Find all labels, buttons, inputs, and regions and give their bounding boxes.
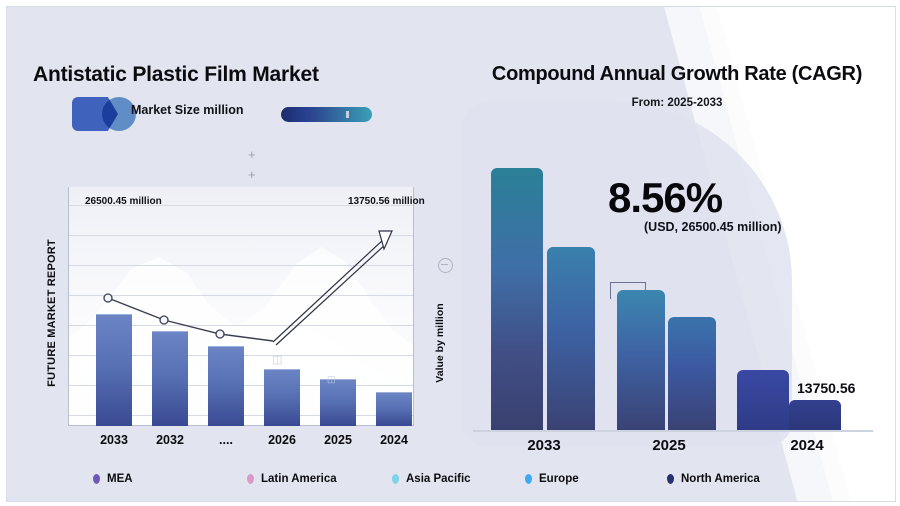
logo-circle-shape — [102, 97, 136, 131]
legend-item-asia-pacific[interactable]: Asia Pacific — [392, 473, 471, 485]
bar-2026 — [264, 369, 300, 426]
legend-pill-secondary — [308, 107, 372, 122]
left-panel-title: Antistatic Plastic Film Market — [33, 63, 319, 86]
plus-icon-2: + — [248, 167, 256, 182]
left-chart-value-label-end: 13750.56 million — [348, 196, 425, 207]
circle-minus-icon — [438, 258, 453, 273]
legend-marker-icon — [247, 474, 254, 484]
legend-item-europe[interactable]: Europe — [525, 473, 579, 485]
right-chart-data-label: 13750.56 — [797, 380, 856, 396]
x-tick-2025: 2025 — [324, 433, 352, 447]
cagr-note: (USD, 26500.45 million) — [644, 220, 782, 234]
x-tick-2024: 2024 — [380, 433, 408, 447]
right-bar-2025-primary — [617, 290, 665, 430]
right-bar-2025-secondary — [668, 317, 716, 430]
left-chart-value-label-start: 26500.45 million — [85, 196, 162, 207]
legend-item-mea[interactable]: MEA — [93, 473, 133, 485]
legend-label: Latin America — [261, 473, 337, 485]
bar-2024 — [376, 392, 412, 426]
gridline — [69, 325, 413, 326]
legend-marker-icon — [392, 474, 399, 484]
y-axis-label-right: Value by million — [434, 303, 446, 383]
cagr-value: 8.56% — [608, 174, 723, 221]
legend-label: Asia Pacific — [406, 473, 471, 485]
legend-marker-icon — [93, 474, 100, 484]
bar-dots — [208, 346, 244, 426]
right-chart-baseline — [473, 430, 873, 432]
legend-marker-icon — [667, 474, 674, 484]
legend-label: North America — [681, 473, 760, 485]
right-x-tick-2033: 2033 — [527, 437, 561, 454]
market-size-legend-label: Market Size million — [131, 103, 244, 117]
right-bar-2033-secondary — [547, 247, 595, 430]
plus-icon-1: + — [248, 147, 256, 162]
right-panel-subtitle: From: 2025-2033 — [631, 97, 723, 109]
right-bar-2024-primary — [737, 370, 789, 430]
legend-label: Europe — [539, 473, 579, 485]
bar-2033 — [96, 314, 132, 426]
legend-pill-separator — [346, 111, 349, 118]
right-panel-title: Compound Annual Growth Rate (CAGR) — [491, 63, 863, 85]
gridline — [69, 265, 413, 266]
gridline — [69, 205, 413, 206]
right-bar-2024-secondary — [789, 400, 841, 430]
legend-item-latin-america[interactable]: Latin America — [247, 473, 337, 485]
legend-marker-icon — [525, 474, 532, 484]
watermark-icon-1: ◫ — [272, 354, 283, 366]
x-tick-2026: 2026 — [268, 433, 296, 447]
gridline — [69, 235, 413, 236]
right-x-tick-2025: 2025 — [652, 437, 686, 454]
x-tick-dots: .... — [219, 433, 233, 447]
bar-2025 — [320, 379, 356, 426]
legend-label: MEA — [107, 473, 133, 485]
y-axis-label-left: FUTURE MARKET REPORT — [46, 239, 58, 387]
right-bar-2033-primary — [491, 168, 543, 430]
right-x-tick-2024: 2024 — [790, 437, 824, 454]
legend-item-north-america[interactable]: North America — [667, 473, 760, 485]
x-tick-2032: 2032 — [156, 433, 184, 447]
chart-legend: MEA Latin America Asia Pacific Europe No… — [77, 473, 867, 493]
x-tick-2033: 2033 — [100, 433, 128, 447]
bar-2032 — [152, 331, 188, 426]
trend-line-overlay — [103, 230, 393, 346]
infographic-card: Antistatic Plastic Film Market Market Si… — [6, 6, 896, 502]
watermark-icon-2: ◫ — [327, 374, 336, 384]
brand-logo-icon — [72, 97, 140, 131]
gridline — [69, 295, 413, 296]
